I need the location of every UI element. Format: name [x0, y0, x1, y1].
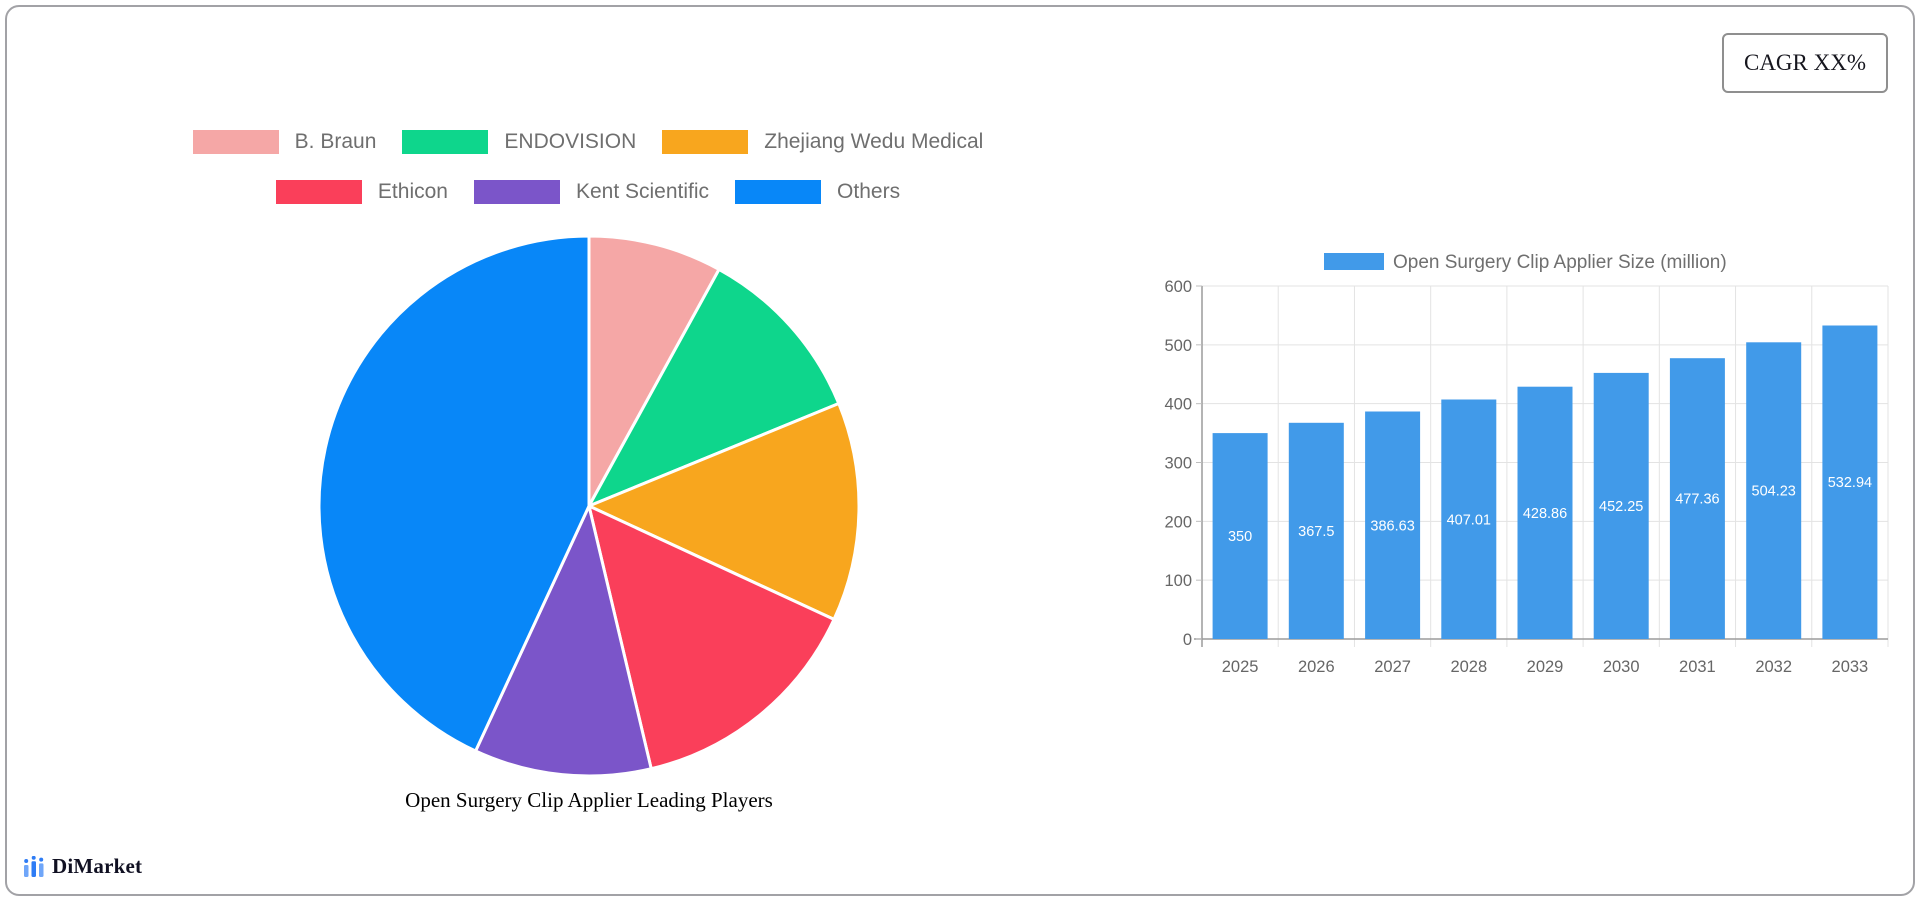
bar-2026 — [1288, 422, 1344, 639]
pie-slice-endovision — [587, 267, 841, 508]
bar-value-label: 504.23 — [1752, 484, 1796, 500]
bar-value-label: 477.36 — [1675, 492, 1719, 508]
legend-item-others: Others — [735, 180, 900, 204]
pie-slice-ethicon — [587, 504, 836, 771]
x-axis-label-2029: 2029 — [1527, 658, 1564, 676]
cagr-label: CAGR XX% — [1743, 50, 1867, 75]
legend-item-ethicon: Ethicon — [275, 180, 448, 204]
legend-item-kent-scientific: Kent Scientific — [473, 180, 710, 204]
bar-2030 — [1593, 372, 1649, 639]
pie-slice-kent-scientific — [474, 504, 653, 778]
pie-slice-zhejiang-wedu-medical — [587, 401, 861, 621]
y-axis-tick-label: 300 — [1164, 455, 1192, 473]
y-axis-tick-label: 500 — [1164, 337, 1192, 355]
bar-legend-swatch — [1324, 253, 1384, 270]
x-axis-label-2031: 2031 — [1679, 658, 1716, 676]
y-axis-tick-label: 0 — [1183, 631, 1192, 649]
pie-chart — [317, 234, 861, 778]
bar-value-label: 532.94 — [1828, 475, 1872, 491]
x-axis-label-2025: 2025 — [1222, 658, 1259, 676]
cagr-badge: CAGR XX% — [1722, 33, 1888, 93]
brand-bar-chart-icon — [24, 855, 44, 877]
bar-2032 — [1746, 342, 1802, 639]
legend-row: Ethicon Kent Scientific Others — [275, 180, 900, 204]
legend-row: B. Braun ENDOVISION Zhejiang Wedu Medical — [192, 130, 983, 154]
pie-legend: B. Braun ENDOVISION Zhejiang Wedu Medical E… — [88, 130, 1088, 204]
bar-value-label: 350 — [1228, 529, 1252, 545]
bar-2033 — [1822, 325, 1878, 639]
x-axis-label-2032: 2032 — [1755, 658, 1792, 676]
bar-chart: Open Surgery Clip Applier Size (million)… — [1164, 252, 1889, 676]
bar-2028 — [1441, 399, 1497, 639]
bar-2029 — [1517, 386, 1573, 639]
bar-2025 — [1212, 433, 1268, 639]
legend-swatch-others — [735, 180, 822, 204]
legend-swatch-b-braun — [192, 130, 279, 154]
bar-legend-label: Open Surgery Clip Applier Size (million) — [1393, 252, 1727, 273]
x-axis-label-2027: 2027 — [1374, 658, 1411, 676]
brand-name: DiMarket — [52, 854, 143, 878]
legend-label: ENDOVISION — [504, 130, 637, 153]
legend-swatch-endovision — [402, 130, 489, 154]
legend-swatch-ethicon — [275, 180, 362, 204]
bar-2031 — [1669, 358, 1725, 639]
x-axis-label-2033: 2033 — [1832, 658, 1869, 676]
bar-value-label: 452.25 — [1599, 499, 1643, 515]
legend-swatch-zhejiang-wedu-medical — [662, 130, 749, 154]
pie-title: Open Surgery Clip Applier Leading Player… — [405, 788, 773, 812]
legend-swatch-kent-scientific — [473, 180, 560, 204]
pie-slice-others — [317, 234, 591, 753]
x-axis-label-2028: 2028 — [1450, 658, 1487, 676]
bar-2027 — [1365, 411, 1421, 639]
y-axis-tick-label: 200 — [1164, 513, 1192, 531]
x-axis-label-2030: 2030 — [1603, 658, 1640, 676]
pie-slice-b-braun — [587, 234, 721, 508]
bar-value-label: 407.01 — [1447, 512, 1491, 528]
bar-value-label: 386.63 — [1370, 518, 1414, 534]
y-axis-tick-label: 400 — [1164, 396, 1192, 414]
bar-value-label: 367.5 — [1298, 524, 1334, 540]
y-axis-tick-label: 100 — [1164, 572, 1192, 590]
legend-label: Ethicon — [377, 180, 448, 203]
x-axis-label-2026: 2026 — [1298, 658, 1335, 676]
legend-label: Zhejiang Wedu Medical — [764, 130, 984, 153]
bar-value-label: 428.86 — [1523, 506, 1567, 522]
legend-item-endovision: ENDOVISION — [402, 130, 636, 154]
legend-label: B. Braun — [294, 130, 377, 153]
legend-item-b-braun: B. Braun — [192, 130, 377, 154]
y-axis-tick-label: 600 — [1164, 278, 1192, 296]
brand-logo: DiMarket — [23, 854, 142, 879]
legend-item-zhejiang-wedu-medical: Zhejiang Wedu Medical — [662, 130, 983, 154]
legend-label: Kent Scientific — [575, 180, 710, 203]
legend-label: Others — [837, 180, 901, 203]
